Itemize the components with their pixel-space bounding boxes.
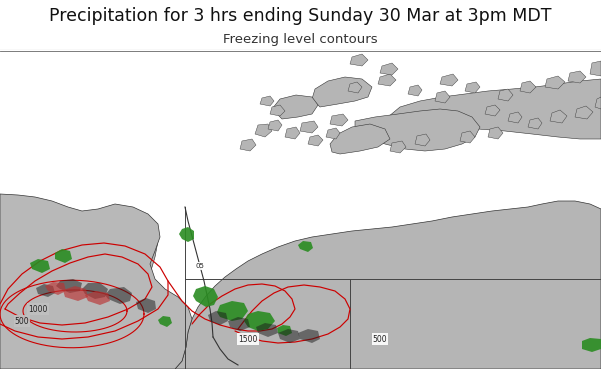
Text: 1000: 1000: [28, 304, 47, 314]
Polygon shape: [440, 74, 458, 86]
Text: 500: 500: [373, 335, 387, 344]
Text: Precipitation for 3 hrs ending Sunday 30 Mar at 3pm MDT: Precipitation for 3 hrs ending Sunday 30…: [49, 7, 552, 25]
Polygon shape: [36, 284, 55, 297]
Polygon shape: [0, 304, 18, 317]
Polygon shape: [545, 76, 565, 89]
Polygon shape: [0, 197, 165, 369]
Polygon shape: [260, 96, 274, 106]
Polygon shape: [298, 329, 320, 343]
Polygon shape: [508, 112, 522, 123]
Polygon shape: [56, 279, 82, 293]
Polygon shape: [82, 283, 108, 299]
Polygon shape: [136, 298, 156, 313]
Polygon shape: [0, 289, 15, 301]
Polygon shape: [298, 241, 313, 252]
Polygon shape: [240, 139, 256, 151]
Polygon shape: [278, 329, 300, 343]
Polygon shape: [330, 114, 348, 126]
Polygon shape: [330, 124, 390, 154]
Polygon shape: [326, 128, 340, 139]
Polygon shape: [105, 287, 132, 304]
Polygon shape: [485, 105, 500, 116]
Polygon shape: [590, 61, 601, 76]
Polygon shape: [228, 317, 250, 331]
Polygon shape: [378, 74, 396, 86]
Polygon shape: [30, 259, 50, 273]
Text: 05: 05: [195, 263, 204, 269]
Polygon shape: [308, 135, 323, 146]
Polygon shape: [208, 311, 228, 325]
Text: Freezing level contours: Freezing level contours: [223, 32, 378, 45]
Polygon shape: [285, 127, 300, 139]
Polygon shape: [85, 291, 110, 305]
Polygon shape: [568, 71, 586, 83]
Polygon shape: [193, 286, 218, 307]
Polygon shape: [415, 134, 430, 146]
Polygon shape: [270, 105, 285, 116]
Polygon shape: [217, 301, 248, 321]
Polygon shape: [272, 95, 318, 119]
Polygon shape: [575, 106, 593, 119]
Polygon shape: [388, 79, 601, 139]
Polygon shape: [244, 311, 275, 331]
Text: 500: 500: [14, 317, 29, 325]
Polygon shape: [277, 325, 292, 336]
Polygon shape: [350, 54, 368, 66]
Polygon shape: [312, 77, 372, 107]
Polygon shape: [528, 118, 542, 129]
Polygon shape: [435, 91, 450, 103]
Polygon shape: [488, 127, 503, 139]
Polygon shape: [45, 282, 66, 295]
Polygon shape: [0, 194, 192, 369]
Polygon shape: [582, 338, 601, 352]
Polygon shape: [256, 323, 278, 337]
Polygon shape: [465, 82, 480, 93]
Polygon shape: [348, 82, 362, 93]
Polygon shape: [255, 124, 272, 137]
Polygon shape: [268, 120, 282, 131]
Polygon shape: [380, 63, 398, 75]
Polygon shape: [179, 227, 194, 242]
Polygon shape: [408, 85, 422, 96]
Polygon shape: [0, 321, 25, 337]
Polygon shape: [0, 201, 601, 369]
Polygon shape: [390, 141, 406, 153]
Polygon shape: [550, 110, 567, 123]
Polygon shape: [55, 249, 72, 263]
Polygon shape: [300, 121, 318, 133]
Polygon shape: [355, 109, 480, 151]
Polygon shape: [595, 97, 601, 109]
Polygon shape: [498, 89, 513, 101]
Polygon shape: [63, 286, 88, 301]
Polygon shape: [460, 131, 475, 143]
Polygon shape: [520, 81, 536, 93]
Polygon shape: [158, 316, 172, 327]
Text: 1500: 1500: [239, 335, 258, 344]
